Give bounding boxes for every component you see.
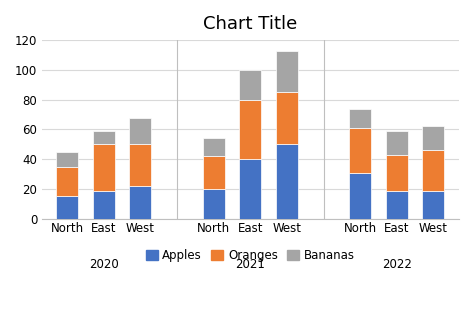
Legend: Apples, Oranges, Bananas: Apples, Oranges, Bananas: [141, 244, 360, 267]
Bar: [239, 100, 261, 159]
Bar: [56, 152, 78, 167]
Bar: [422, 150, 444, 191]
Bar: [203, 139, 225, 156]
Bar: [349, 128, 371, 173]
Bar: [422, 191, 444, 219]
Bar: [349, 109, 371, 128]
Bar: [349, 173, 371, 219]
Text: 2022: 2022: [382, 258, 412, 271]
Bar: [93, 191, 115, 219]
Bar: [203, 156, 225, 189]
Text: 2020: 2020: [89, 258, 118, 271]
Bar: [386, 191, 408, 219]
Bar: [422, 126, 444, 150]
Bar: [56, 197, 78, 219]
Bar: [239, 159, 261, 219]
Bar: [129, 144, 151, 186]
Bar: [93, 131, 115, 144]
Bar: [386, 131, 408, 155]
Bar: [276, 144, 298, 219]
Bar: [386, 155, 408, 191]
Bar: [129, 118, 151, 144]
Bar: [239, 70, 261, 100]
Bar: [56, 167, 78, 197]
Bar: [129, 186, 151, 219]
Bar: [276, 92, 298, 144]
Bar: [203, 189, 225, 219]
Bar: [93, 144, 115, 191]
Text: 2021: 2021: [235, 258, 265, 271]
Title: Chart Title: Chart Title: [203, 15, 297, 33]
Bar: [276, 50, 298, 92]
